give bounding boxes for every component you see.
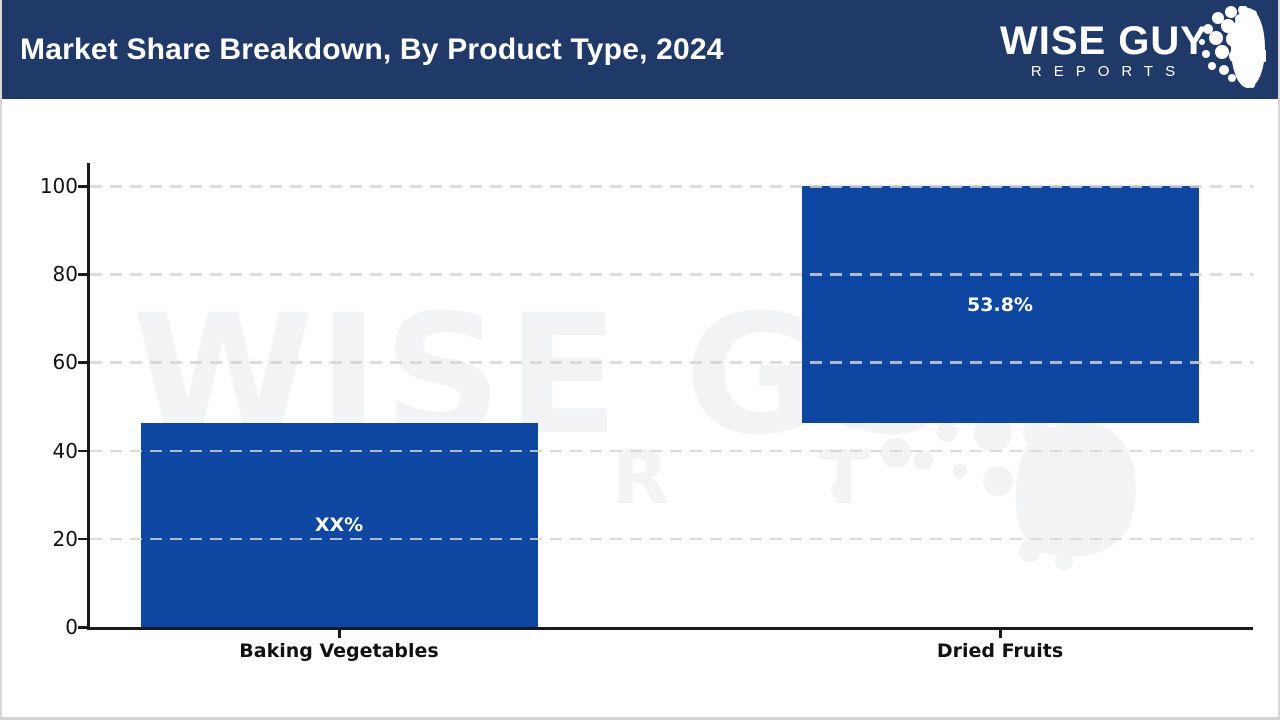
watermark-head-blob xyxy=(1000,408,1152,572)
x-tickmark-0 xyxy=(338,629,341,638)
y-tick-label-80: 80 xyxy=(52,262,78,287)
watermark-dot-8 xyxy=(1019,540,1041,562)
watermark-dot-5 xyxy=(1023,420,1049,446)
page-title: Market Share Breakdown, By Product Type,… xyxy=(20,32,724,66)
watermark-dot-2 xyxy=(913,450,933,470)
gridline-40 xyxy=(90,449,1253,453)
gridline-100 xyxy=(90,185,1253,188)
y-tickmark-80 xyxy=(78,273,87,276)
watermark-dot-10 xyxy=(953,464,967,478)
y-tick-label-100: 100 xyxy=(39,174,78,198)
chart-region: WISE GU R T S XX% 53.8% 0 20 40 60 80 100 Baking… xyxy=(0,99,1280,720)
y-tickmark-0 xyxy=(78,626,87,629)
y-tick-label-0: 0 xyxy=(65,615,78,639)
y-tickmark-40 xyxy=(78,449,87,453)
brand-wordmark: WISE GUY REPORTS xyxy=(1000,19,1208,81)
gridline-20 xyxy=(90,537,1253,541)
brand-logo: WISE GUY REPORTS xyxy=(1000,5,1266,90)
y-axis-line xyxy=(87,163,90,629)
y-tick-label-20: 20 xyxy=(52,526,78,551)
bar-1: 53.8% xyxy=(801,186,1199,424)
watermark-dot-7 xyxy=(831,481,849,499)
watermark-dot-3 xyxy=(937,422,957,442)
y-tick-label-40: 40 xyxy=(52,438,78,463)
x-tickmark-1 xyxy=(999,629,1002,638)
bar-value-label-1: 53.8% xyxy=(967,293,1033,316)
watermark-dot-1 xyxy=(881,438,911,468)
bar-value-label-0: XX% xyxy=(314,514,364,537)
y-tickmark-100 xyxy=(78,185,87,188)
watermark-dot-11 xyxy=(1110,457,1130,477)
category-label-1: Dried Fruits xyxy=(936,640,1064,662)
watermark-dot-6 xyxy=(983,466,1013,496)
logo-wordmark: WISE GUY xyxy=(999,18,1208,63)
category-label-0: Baking Vegetables xyxy=(239,640,439,662)
x-axis-line xyxy=(87,627,1253,630)
watermark-text-line2: R T S xyxy=(612,435,1135,521)
y-tickmark-60 xyxy=(78,361,87,364)
gridline-60 xyxy=(90,361,1253,364)
y-tick-label-60: 60 xyxy=(52,350,78,375)
bar-0: XX% xyxy=(140,423,538,627)
dotted-head-icon xyxy=(1199,5,1266,88)
header: Market Share Breakdown, By Product Type,… xyxy=(0,0,1280,99)
gridline-80 xyxy=(90,273,1253,276)
y-tickmark-20 xyxy=(78,537,87,541)
logo-subtitle: REPORTS xyxy=(1030,62,1188,80)
watermark-dot-9 xyxy=(1055,552,1073,570)
